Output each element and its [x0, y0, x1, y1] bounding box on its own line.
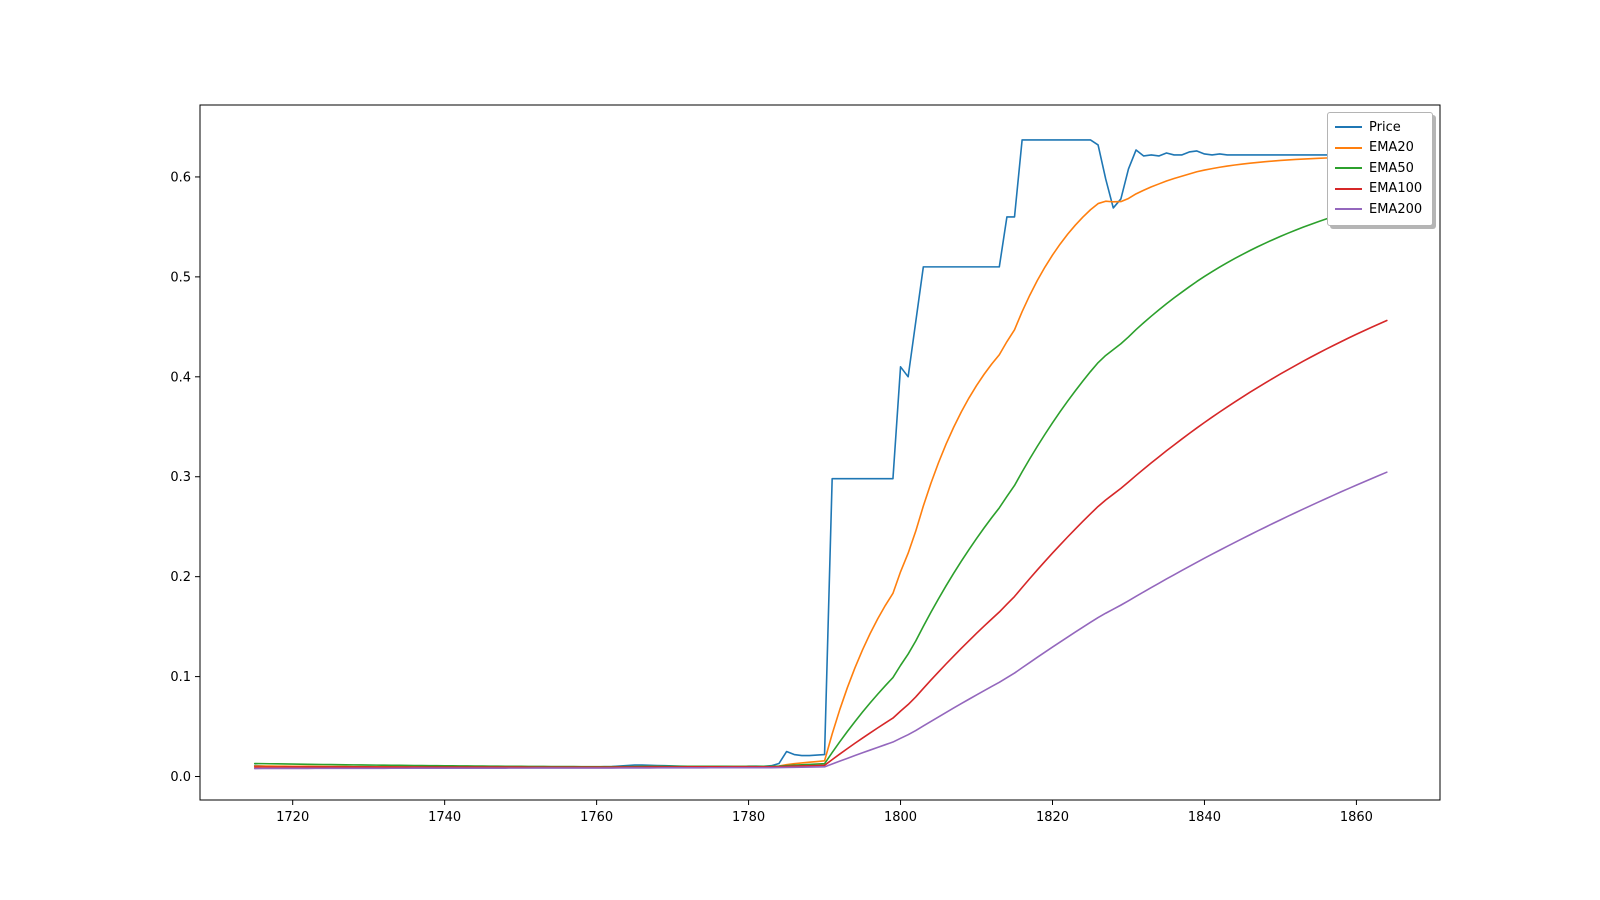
x-axis-tick-label: 1760 — [580, 810, 613, 825]
legend-item-ema100: EMA100 — [1335, 179, 1424, 200]
legend-swatch-ema100 — [1335, 187, 1362, 190]
x-axis-tick-label: 1820 — [1036, 810, 1069, 825]
x-axis-tick-label: 1840 — [1188, 810, 1221, 825]
ema50-line — [253, 200, 1388, 768]
y-axis-tick-label: 0.5 — [170, 270, 191, 285]
legend-label: EMA20 — [1369, 140, 1414, 156]
y-axis-tick-label: 0.0 — [170, 770, 191, 785]
legend-item-price: Price — [1335, 117, 1424, 138]
y-axis-tick-label: 0.2 — [170, 570, 191, 585]
ema100-line — [253, 319, 1388, 768]
y-axis-tick-label: 0.1 — [170, 670, 191, 685]
legend-label: EMA50 — [1369, 160, 1414, 176]
legend-swatch-price — [1335, 126, 1362, 129]
legend-item-ema50: EMA50 — [1335, 158, 1424, 179]
x-axis-tick-label: 1740 — [428, 810, 461, 825]
legend-swatch-ema200 — [1335, 208, 1362, 211]
legend: Price EMA20 EMA50 EMA100 EMA200 — [1327, 112, 1433, 226]
legend-swatch-ema20 — [1335, 146, 1362, 149]
y-axis-tick-label: 0.4 — [170, 370, 191, 385]
plot-border — [199, 104, 1441, 801]
price-line — [253, 139, 1388, 769]
legend-label: EMA200 — [1369, 201, 1423, 217]
y-axis-tick-label: 0.6 — [170, 170, 191, 185]
legend-item-ema200: EMA200 — [1335, 199, 1424, 220]
x-axis-tick-label: 1780 — [732, 810, 765, 825]
x-axis-tick-label: 1720 — [276, 810, 309, 825]
legend-label: Price — [1369, 119, 1401, 135]
legend-label: EMA100 — [1369, 181, 1423, 197]
legend-swatch-ema50 — [1335, 167, 1362, 170]
x-axis-tick-label: 1860 — [1340, 810, 1373, 825]
legend-item-ema20: EMA20 — [1335, 138, 1424, 159]
ema20-line — [253, 155, 1388, 769]
y-axis-tick-label: 0.3 — [170, 470, 191, 485]
x-axis-tick-label: 1800 — [884, 810, 917, 825]
ema200-line — [253, 471, 1388, 770]
